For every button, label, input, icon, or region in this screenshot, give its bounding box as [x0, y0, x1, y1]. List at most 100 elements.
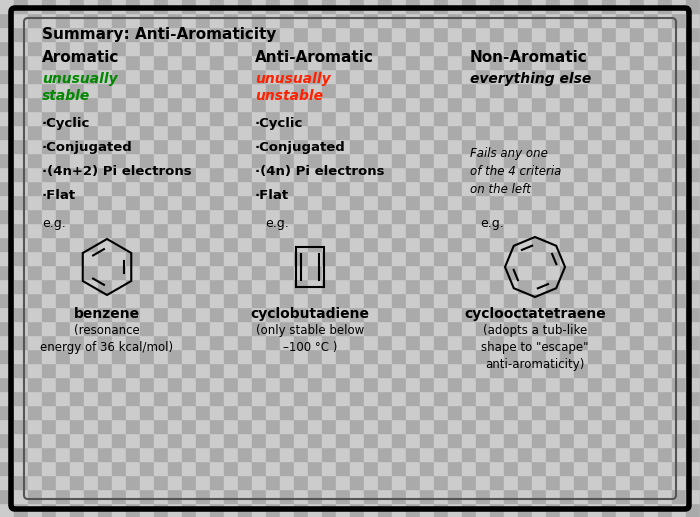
Bar	[434, 97, 448, 111]
Bar	[98, 279, 112, 293]
Bar	[42, 41, 56, 55]
Bar	[532, 321, 546, 335]
Bar	[672, 279, 686, 293]
Bar	[490, 55, 504, 69]
Bar	[168, 41, 182, 55]
Bar	[84, 27, 98, 41]
Bar	[672, 433, 686, 447]
Bar	[168, 237, 182, 251]
Bar	[294, 111, 308, 125]
Bar	[308, 153, 322, 167]
Bar	[504, 321, 518, 335]
Bar	[518, 195, 532, 209]
Bar	[644, 55, 658, 69]
Bar	[686, 307, 700, 321]
Bar	[84, 111, 98, 125]
Bar	[560, 139, 574, 153]
Bar	[42, 307, 56, 321]
Bar	[336, 419, 350, 433]
Bar	[658, 41, 672, 55]
Bar	[14, 167, 28, 181]
Bar	[364, 307, 378, 321]
Bar	[672, 0, 686, 13]
Bar	[602, 461, 616, 475]
Bar	[210, 447, 224, 461]
Bar	[504, 335, 518, 349]
Bar	[504, 349, 518, 363]
Bar	[518, 0, 532, 13]
Bar	[266, 195, 280, 209]
Bar	[630, 181, 644, 195]
Bar	[532, 251, 546, 265]
Text: Aromatic: Aromatic	[42, 50, 120, 65]
Bar	[350, 0, 364, 13]
Bar	[406, 447, 420, 461]
Bar	[448, 167, 462, 181]
Bar	[56, 349, 70, 363]
Bar	[350, 461, 364, 475]
Bar	[84, 139, 98, 153]
Bar	[504, 419, 518, 433]
Bar	[658, 405, 672, 419]
Bar	[434, 13, 448, 27]
Bar	[140, 391, 154, 405]
Bar	[504, 461, 518, 475]
Bar	[70, 293, 84, 307]
Bar	[658, 27, 672, 41]
Bar	[294, 251, 308, 265]
Bar	[504, 195, 518, 209]
Bar	[462, 433, 476, 447]
Bar	[644, 279, 658, 293]
Bar	[364, 377, 378, 391]
Bar	[546, 265, 560, 279]
Bar	[448, 139, 462, 153]
Bar	[602, 0, 616, 13]
Bar	[224, 461, 238, 475]
Bar	[280, 237, 294, 251]
Bar	[182, 405, 196, 419]
Bar	[364, 69, 378, 83]
Bar	[364, 0, 378, 13]
Bar	[672, 237, 686, 251]
Bar	[28, 265, 42, 279]
Bar	[546, 97, 560, 111]
Bar	[616, 307, 630, 321]
Bar	[392, 111, 406, 125]
Bar	[462, 461, 476, 475]
Bar	[84, 391, 98, 405]
Bar	[296, 247, 324, 287]
Bar	[126, 55, 140, 69]
Bar	[448, 13, 462, 27]
Bar	[280, 433, 294, 447]
Bar	[112, 237, 126, 251]
Bar	[504, 125, 518, 139]
Bar	[630, 195, 644, 209]
Bar	[308, 83, 322, 97]
Bar	[462, 489, 476, 503]
Bar	[336, 223, 350, 237]
Bar	[280, 377, 294, 391]
Bar	[42, 27, 56, 41]
Bar	[602, 83, 616, 97]
Bar	[336, 97, 350, 111]
Bar	[588, 363, 602, 377]
Bar	[84, 223, 98, 237]
Bar	[322, 97, 336, 111]
Bar	[378, 125, 392, 139]
Bar	[350, 167, 364, 181]
Bar	[350, 489, 364, 503]
Bar	[280, 279, 294, 293]
Bar	[70, 349, 84, 363]
Bar	[280, 419, 294, 433]
Bar	[294, 237, 308, 251]
Bar	[630, 363, 644, 377]
Bar	[336, 181, 350, 195]
Bar	[56, 0, 70, 13]
Bar	[126, 335, 140, 349]
Bar	[602, 447, 616, 461]
Bar	[686, 251, 700, 265]
Bar	[112, 139, 126, 153]
Bar	[462, 41, 476, 55]
Text: benzene: benzene	[74, 307, 140, 321]
Bar	[504, 265, 518, 279]
